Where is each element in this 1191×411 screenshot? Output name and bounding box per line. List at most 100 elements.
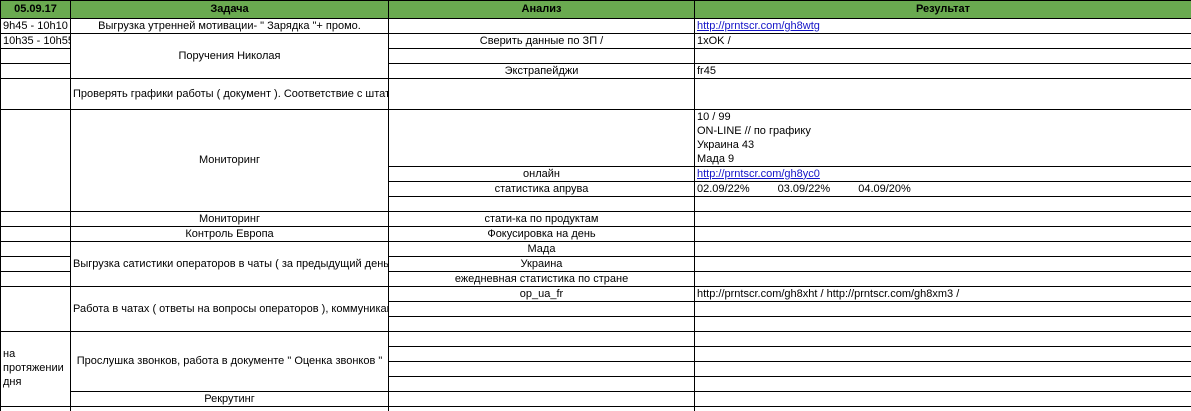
header-analysis: Анализ [388,0,695,19]
analysis-op-ua-fr: op_ua_fr [388,286,695,302]
monitoring-line-1: ON-LINE // по графику [697,125,811,137]
time-slot-1: 9h45 - 10h10 [0,18,71,34]
analysis-online: онлайн [388,166,695,182]
task-check-schedules: Проверять графики работы ( документ ). С… [70,78,389,110]
analysis-salary-check: Сверить данные по ЗП / [388,33,695,49]
analysis-blank [388,406,695,411]
task-nikolay-orders: Поручения Николая [70,33,389,79]
table-row: Контроль Европа Фокусировка на день [0,226,1191,242]
result-blank [694,241,1191,257]
table-row: 9h45 - 10h10 Выгрузка утренней мотивации… [0,18,1191,34]
result-blank [694,48,1191,64]
analysis-extrapages: Экстрапейджи [388,63,695,79]
analysis-blank [388,391,695,407]
analysis-focus-day: Фокусировка на день [388,226,695,242]
monitoring-line-3: Мада 9 [697,153,735,165]
result-blank [694,256,1191,272]
analysis-blank [388,109,695,167]
time-slot-2: 10h35 - 10h55 [0,33,71,49]
result-blank [694,316,1191,332]
time-blank [0,256,71,272]
table-row [1,196,1191,212]
result-blank [694,331,1191,347]
time-blank [0,211,71,227]
result-blank [694,361,1191,377]
task-blank [70,406,389,411]
analysis-product-stats: стати-ка по продуктам [388,211,695,227]
result-blank [694,346,1191,362]
time-blank [0,63,71,79]
time-blank [0,109,71,212]
table-row: на протяжении дня Прослушка звонков, раб… [0,331,1191,407]
analysis-ukraine: Украина [388,256,695,272]
table-row: ежедневная статистика по стране [0,271,1191,287]
table-row [0,406,1191,411]
analysis-approve-stats: статистика апрува [388,181,695,197]
table-row: Мониторинг стати-ка по продуктам [0,211,1191,227]
table-row: статистика апрува 02.09/22% 03.09/22% 04.0… [1,181,1191,197]
header-task: Задача [70,0,389,19]
result-blank [694,78,1191,110]
result-monitoring-block: 10 / 99 ON-LINE // по графику Украина 43… [694,109,1191,167]
time-blank [0,78,71,110]
header-result: Результат [694,0,1191,19]
analysis-blank [388,346,695,362]
task-operators-stats: Выгрузка сатистики операторов в чаты ( з… [70,241,389,287]
table-row [1,316,1191,332]
table-row: Украина [0,256,1191,272]
analysis-blank [388,331,695,347]
percent-1: 03.09/22% [777,182,831,195]
table-row: Рекрутинг [1,391,1191,407]
result-blank [694,301,1191,317]
task-monitoring-label: Мониторинг [70,211,389,227]
result-chat-links: http://prntscr.com/gh8xht / http://prnts… [694,286,1191,302]
table-row: Проверять графики работы ( документ ). С… [0,78,1191,110]
analysis-empty [388,18,695,34]
table-header-row: 05.09.17 Задача Анализ Результат [0,0,1191,19]
table-row: онлайн http://prntscr.com/gh8yc0 [1,166,1191,182]
result-blank [694,271,1191,287]
result-blank [694,226,1191,242]
result-blank [694,211,1191,227]
task-monitoring: Мониторинг [70,109,389,212]
analysis-daily-country: ежедневная статистика по стране [388,271,695,287]
percent-2: 04.09/20% [858,182,911,195]
time-all-day: на протяжении дня [0,331,71,407]
time-blank [0,286,71,332]
analysis-blank [388,376,695,392]
table-row: Работа в чатах ( ответы на вопросы опера… [0,286,1191,332]
time-blank [0,271,71,287]
analysis-blank [388,316,695,332]
result-blank [694,196,1191,212]
table-row [0,48,1191,64]
analysis-blank [388,196,695,212]
table-row: Выгрузка сатистики операторов в чаты ( з… [0,241,1191,287]
prntscr-link[interactable]: http://prntscr.com/gh8wtg [697,19,820,32]
result-blank [694,376,1191,392]
time-blank [0,406,71,411]
monitoring-line-0: 10 / 99 [697,111,731,123]
prntscr-link[interactable]: http://prntscr.com/gh8yc0 [697,167,820,180]
result-blank [694,391,1191,407]
monitoring-line-2: Украина 43 [697,139,755,151]
task-recruiting: Рекрутинг [70,391,389,407]
table-row: Мониторинг 10 / 99 ON-LINE // по графику… [0,109,1191,212]
analysis-blank [388,78,695,110]
result-fr45: fr45 [694,63,1191,79]
time-blank [0,241,71,257]
task-europe-control: Контроль Европа [70,226,389,242]
header-date: 05.09.17 [0,0,71,19]
analysis-blank [388,48,695,64]
result-salary-ok: 1xOK / [694,33,1191,49]
time-blank [0,48,71,64]
analysis-mada: Мада [388,241,695,257]
result-approve-link: http://prntscr.com/gh8yc0 [694,166,1191,182]
table-row [1,361,1191,377]
percent-0: 02.09/22% [697,182,750,195]
task-morning-motivation: Выгрузка утренней мотивации- " Зарядка "… [70,18,389,34]
task-chat-work: Работа в чатах ( ответы на вопросы опера… [70,286,389,332]
table-row: 10h35 - 10h55 Поручения Николая Сверить … [0,33,1191,79]
time-blank [0,226,71,242]
result-motivation-link: http://prntscr.com/gh8wtg [694,18,1191,34]
